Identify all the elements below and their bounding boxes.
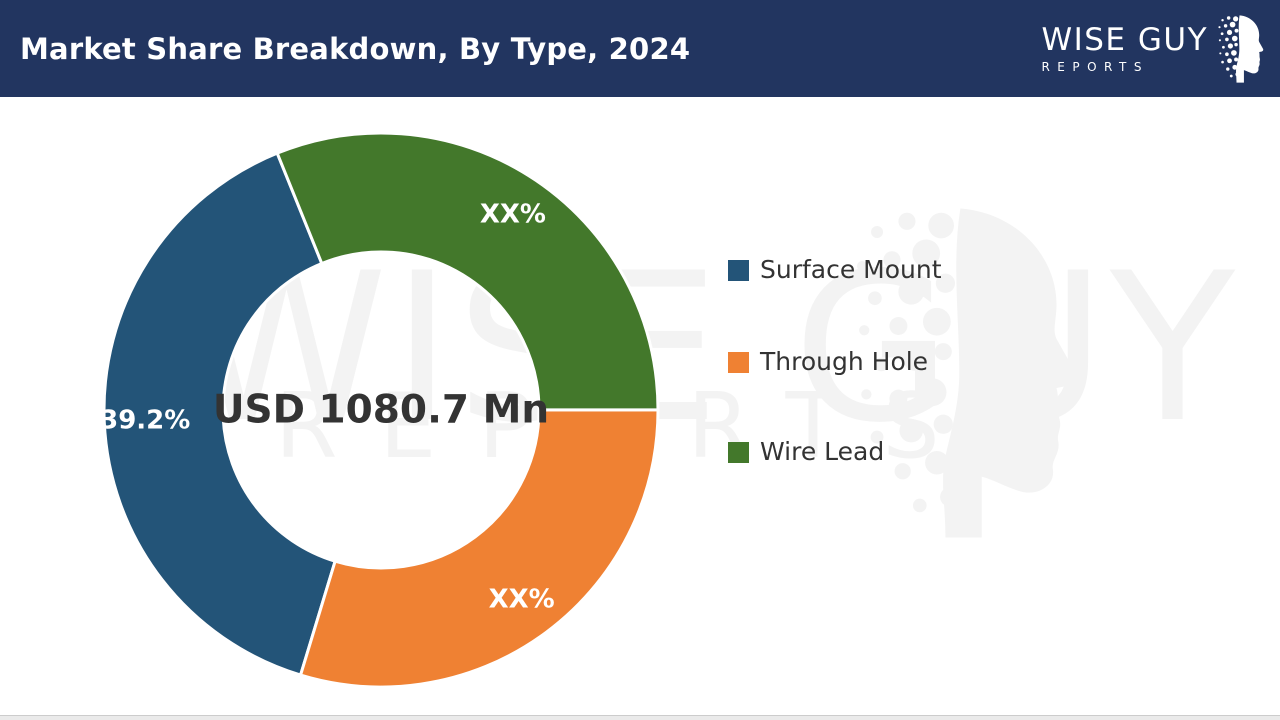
legend: Surface Mount Through Hole Wire Lead [728, 97, 1148, 715]
slice-percentage-label: XX% [489, 585, 555, 615]
legend-label: Wire Lead [760, 437, 885, 466]
legend-item-surface-mount: Surface Mount [728, 255, 942, 285]
legend-color-swatch [728, 351, 749, 373]
legend-color-swatch [728, 441, 749, 463]
legend-label: Through Hole [760, 347, 929, 376]
donut-slice-through-hole [299, 408, 660, 689]
legend-color-swatch [728, 259, 749, 281]
donut-slice-surface-mount [102, 151, 337, 677]
legend-item-through-hole: Through Hole [728, 347, 929, 377]
header: Market Share Breakdown, By Type, 2024 WI… [0, 0, 1280, 97]
slice-percentage-label: XX% [480, 199, 546, 229]
legend-label: Surface Mount [760, 255, 942, 284]
brand-name: WISE GUY [1041, 21, 1208, 58]
brand-wordmark: WISE GUY REPORTS [1041, 21, 1208, 74]
slice-percentage-label: 39.2% [100, 406, 190, 436]
page-title: Market Share Breakdown, By Type, 2024 [20, 31, 691, 66]
donut-slice-wire-lead [275, 131, 660, 412]
donut-chart: 39.2% XX% XX% [100, 131, 660, 689]
donut-center-label: USD 1080.7 Mn [212, 387, 550, 433]
brand-reports-label: REPORTS [1041, 59, 1149, 74]
brand-face-icon [1218, 14, 1264, 83]
bottom-bar [0, 715, 1280, 720]
chart-area: WISE GUY REPORTS 39.2%XX%XX% USD 1080.7 … [0, 97, 1280, 715]
brand-logo: WISE GUY REPORTS [1041, 12, 1264, 86]
legend-item-wire-lead: Wire Lead [728, 437, 885, 467]
